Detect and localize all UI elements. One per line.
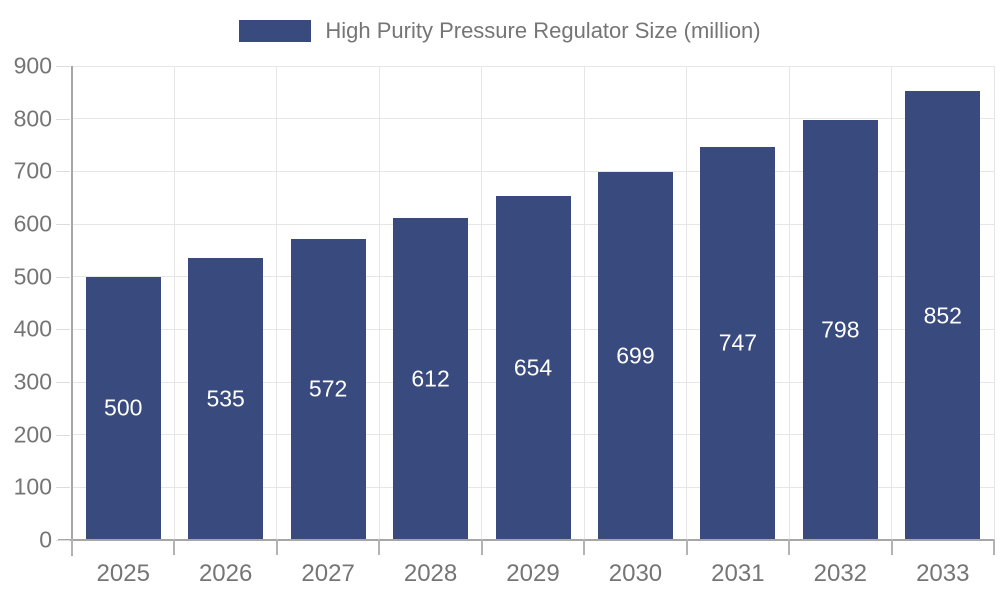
bar-value-label: 654: [513, 354, 553, 381]
y-tick-mark: [56, 329, 70, 331]
bar-2026[interactable]: [188, 258, 263, 540]
x-tick-label-2031: 2031: [711, 560, 765, 587]
x-tick-label-2025: 2025: [96, 560, 150, 587]
y-tick-label-600: 600: [13, 210, 52, 237]
gridline-y-900: [72, 65, 994, 67]
gridline-y-700: [72, 170, 994, 172]
bar-2031[interactable]: [700, 147, 775, 540]
y-tick-mark: [56, 487, 70, 489]
gridline-x: [583, 66, 585, 540]
y-tick-label-400: 400: [13, 315, 52, 342]
x-tick-mark: [890, 539, 893, 555]
bar-2025[interactable]: [86, 277, 161, 540]
gridline-x: [788, 66, 790, 540]
y-tick-mark: [56, 224, 70, 225]
y-tick-label-100: 100: [13, 473, 52, 500]
legend-label: High Purity Pressure Regulator Size (mil…: [325, 18, 761, 43]
x-axis-line: [58, 539, 994, 541]
x-tick-label-2026: 2026: [198, 560, 253, 587]
y-tick-label-0: 0: [39, 526, 52, 553]
bar-value-label: 699: [616, 342, 655, 369]
y-tick-label-200: 200: [13, 421, 52, 448]
x-tick-mark: [275, 539, 278, 555]
gridline-x: [378, 66, 380, 540]
bar-value-label: 535: [206, 385, 245, 412]
y-tick-mark: [56, 171, 70, 173]
x-tick-mark: [71, 539, 73, 555]
y-tick-label-500: 500: [13, 263, 52, 290]
y-tick-label-900: 900: [13, 52, 52, 79]
plot-area: 500 535 572 612 654 699 747 798 852: [72, 65, 995, 541]
gridline-x: [173, 66, 175, 540]
gridline-x: [686, 66, 688, 540]
bar-2033[interactable]: [905, 91, 980, 540]
y-tick-mark: [56, 118, 70, 120]
x-tick-label-2027: 2027: [301, 560, 355, 587]
x-tick-mark: [583, 539, 586, 555]
bar-value-label: 500: [104, 394, 143, 421]
x-tick-mark: [480, 539, 483, 555]
y-axis-line: [71, 66, 73, 556]
x-tick-mark: [173, 539, 176, 555]
y-tick-mark: [56, 382, 70, 383]
bar-2032[interactable]: [803, 120, 878, 540]
x-tick-mark: [378, 539, 381, 555]
x-tick-mark: [685, 539, 688, 555]
y-tick-mark: [56, 434, 70, 436]
bar-2028[interactable]: [393, 218, 468, 540]
x-tick-label-2028: 2028: [403, 560, 458, 587]
bar-value-label: 612: [411, 365, 450, 392]
x-tick-mark: [993, 539, 995, 555]
bar-2027[interactable]: [291, 239, 366, 540]
legend-swatch: [239, 20, 312, 42]
x-tick-label-2033: 2033: [916, 560, 970, 587]
bar-value-label: 852: [923, 302, 962, 329]
bar-value-label: 747: [718, 329, 758, 356]
x-tick-label-2032: 2032: [813, 560, 868, 587]
y-tick-label-300: 300: [13, 368, 52, 395]
y-tick-mark: [56, 66, 70, 67]
gridline-y-800: [72, 118, 994, 120]
gridline-x: [276, 66, 278, 540]
y-tick-label-700: 700: [13, 157, 52, 184]
y-tick-mark: [56, 540, 70, 541]
y-tick-label-800: 800: [13, 105, 52, 132]
x-tick-label-2029: 2029: [506, 560, 560, 587]
y-tick-mark: [56, 276, 70, 278]
bar-value-label: 798: [821, 316, 860, 343]
gridline-x: [993, 66, 995, 540]
x-tick-mark: [788, 539, 791, 555]
bar-2030[interactable]: [598, 172, 673, 540]
gridline-x: [481, 66, 483, 540]
chart-legend[interactable]: High Purity Pressure Regulator Size (mil…: [0, 18, 1000, 44]
x-tick-label-2030: 2030: [608, 560, 663, 587]
bar-2029[interactable]: [496, 196, 571, 540]
gridline-x: [891, 66, 893, 540]
bar-value-label: 572: [308, 375, 348, 402]
